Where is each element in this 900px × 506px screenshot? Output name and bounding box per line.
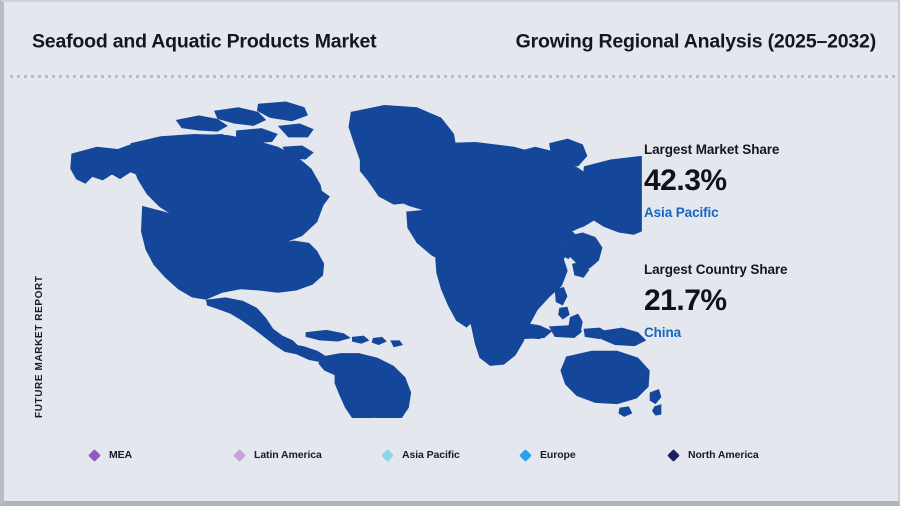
world-map-asia-oceania: [334, 98, 664, 418]
map-legend: MEA Latin America Asia Pacific Europe No…: [88, 448, 790, 462]
stat-label: Largest Country Share: [644, 262, 788, 277]
brand-vertical-label: FUTURE MARKET REPORT: [34, 275, 45, 418]
header: Seafood and Aquatic Products Market Grow…: [4, 2, 898, 78]
legend-item-north-america[interactable]: North America: [667, 448, 759, 462]
header-divider: [10, 75, 898, 78]
legend-marker-icon: [88, 448, 101, 462]
world-map-asia-svg: [359, 142, 662, 417]
page-subtitle: Growing Regional Analysis (2025–2032): [515, 30, 877, 53]
asia-oceania-landmass: [359, 142, 662, 417]
legend-label: Europe: [540, 449, 576, 461]
legend-item-europe[interactable]: Europe: [519, 448, 669, 462]
legend-label: MEA: [109, 449, 133, 461]
legend-marker-icon: [519, 448, 532, 462]
legend-label: Latin America: [254, 449, 322, 461]
stat-value: 21.7%: [644, 284, 727, 317]
page-title: Seafood and Aquatic Products Market: [32, 30, 377, 53]
stat-region: Asia Pacific: [644, 205, 719, 220]
stats-panel: Largest Market Share 42.3% Asia Pacific …: [644, 142, 894, 340]
stat-value: 42.3%: [644, 164, 727, 197]
legend-item-mea[interactable]: MEA: [88, 448, 235, 462]
stat-label: Largest Market Share: [644, 142, 780, 157]
legend-label: Asia Pacific: [402, 449, 460, 461]
legend-label: North America: [688, 449, 759, 461]
stat-block-country-share: Largest Country Share 21.7% China: [644, 262, 894, 340]
legend-marker-icon: [233, 448, 246, 462]
legend-item-latin-america[interactable]: Latin America: [233, 448, 383, 462]
legend-marker-icon: [667, 448, 680, 462]
legend-item-asia-pacific[interactable]: Asia Pacific: [381, 448, 521, 462]
stat-region: China: [644, 325, 682, 340]
stat-block-market-share: Largest Market Share 42.3% Asia Pacific: [644, 142, 894, 220]
legend-marker-icon: [381, 448, 394, 462]
